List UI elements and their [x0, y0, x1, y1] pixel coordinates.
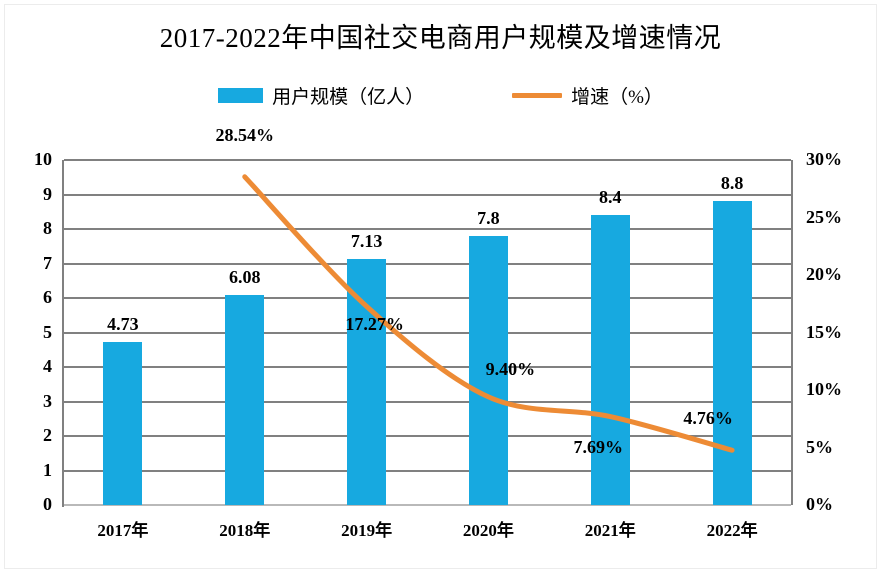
legend-item-line[interactable]: 增速（%）: [512, 82, 663, 109]
x-axis-tick-label: 2021年: [584, 521, 636, 540]
y-axis-right-tick-label: 10%: [806, 379, 842, 399]
bar[interactable]: [225, 295, 265, 505]
y-axis-right-tick-label: 0%: [806, 494, 833, 514]
legend-item-bar[interactable]: 用户规模（亿人）: [218, 82, 424, 109]
gridline: [64, 469, 791, 472]
y-axis-left-tick-label: 0: [43, 494, 52, 514]
bar-value-label: 7.13: [350, 231, 383, 251]
y-axis-left-tick-label: 2: [43, 425, 52, 445]
bar-value-label: 7.8: [477, 207, 500, 228]
bar[interactable]: [712, 201, 752, 505]
bar-value-label: 8.8: [720, 173, 744, 194]
x-axis-tick-label: 2018年: [219, 521, 271, 540]
legend-line-swatch-icon: [512, 93, 563, 98]
gridline: [64, 297, 791, 299]
bar[interactable]: [590, 215, 630, 505]
y-axis-left-tick-label: 10: [34, 149, 52, 169]
x-axis-tick-label: 2022年: [706, 521, 758, 540]
y-axis-right-tick-label: 20%: [806, 264, 842, 284]
y-axis-left-tick-label: 5: [43, 321, 52, 342]
gridline: [64, 435, 791, 437]
y-axis-left-tick-label: 9: [43, 183, 52, 204]
legend-line-label: 增速（%）: [571, 87, 663, 108]
x-axis-tick-label: 2017年: [97, 521, 149, 540]
y-axis-left-tick-label: 4: [43, 356, 52, 376]
y-axis-left-tick-label: 1: [43, 459, 52, 480]
y-axis-right-tick-label: 25%: [806, 206, 842, 227]
legend-bar-swatch-icon: [218, 88, 264, 103]
x-axis-tick-label: 2019年: [341, 521, 393, 540]
gridline: [64, 193, 791, 196]
y-axis-right-tick-label: 15%: [806, 321, 842, 342]
y-axis-right-tick-label: 5%: [806, 436, 833, 457]
gridline: [64, 159, 791, 161]
growth-rate-value-label: 4.76%: [683, 408, 733, 429]
legend-bar-label: 用户规模（亿人）: [272, 87, 425, 108]
y-axis-left-tick-label: 8: [43, 218, 52, 238]
y-axis-right-tick-label: 30%: [806, 149, 842, 169]
bar-value-label: 4.73: [107, 313, 139, 334]
bar[interactable]: [103, 341, 143, 505]
y-axis-left-tick-label: 7: [43, 252, 52, 273]
bar-value-label: 8.4: [599, 187, 622, 208]
gridline: [64, 262, 791, 265]
x-axis-tick-label: 2020年: [462, 521, 514, 540]
y-axis-left-tick-label: 3: [43, 390, 52, 411]
bar[interactable]: [347, 259, 387, 505]
growth-rate-value-label: 28.54%: [215, 124, 275, 145]
growth-rate-value-label: 9.40%: [485, 358, 536, 379]
gridline: [64, 228, 791, 230]
chart-legend: 用户规模（亿人） 增速（%）: [0, 82, 881, 109]
gridline: [64, 366, 791, 368]
gridline: [64, 400, 791, 403]
gridline: [64, 504, 791, 506]
growth-rate-value-label: 7.69%: [573, 436, 624, 457]
chart-title: 2017-2022年中国社交电商用户规模及增速情况: [159, 23, 722, 53]
bar-value-label: 6.08: [229, 267, 261, 288]
growth-rate-value-label: 17.27%: [345, 314, 404, 335]
y-axis-left-tick-label: 6: [43, 287, 52, 307]
